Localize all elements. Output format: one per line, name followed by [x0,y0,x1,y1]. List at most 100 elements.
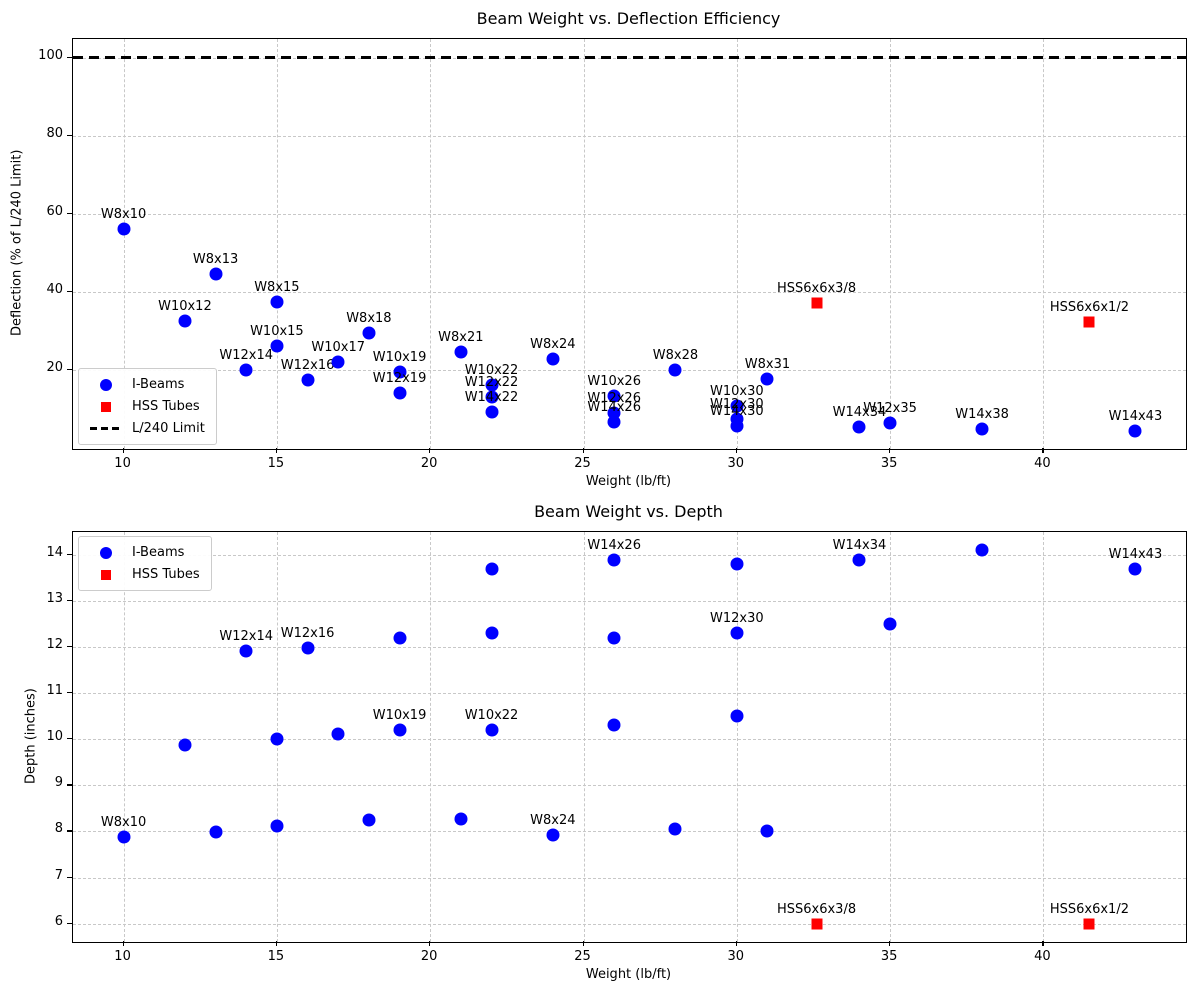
y-tick-label: 12 [46,637,63,653]
data-point-W8x28 [668,822,682,836]
grid-line-x-30 [736,532,738,942]
grid-line-x-30 [736,39,738,449]
grid-line-y-12 [73,647,1186,649]
data-point-HSS6x6x1/2 [1083,316,1095,328]
data-point-W8x13 [209,267,223,281]
data-point-W14x34 [852,420,866,434]
data-point-W8x21 [454,812,468,826]
data-point-W8x24 [546,352,560,366]
x-tick-label: 40 [1034,949,1051,964]
data-point-W10x30 [730,399,744,413]
legend-circle-marker [100,546,112,559]
grid-line-y-60 [73,213,1186,215]
grid-line-x-20 [430,39,432,449]
data-point-W10x17 [331,355,345,369]
data-point-W14x34 [852,553,866,567]
x-tick-mark [275,941,278,946]
y-tick-label: 8 [54,821,63,837]
data-point-W8x10 [117,830,131,843]
data-point-W14x30 [730,419,744,433]
x-tick-mark [735,448,737,453]
data-point-W10x19 [393,365,407,379]
x-tick-mark [735,941,737,946]
grid-line-y-13 [73,601,1186,603]
point-label-W12x22: W12x22 [464,375,519,391]
grid-line-y-14 [73,555,1186,557]
legend-item-HSS Tubes: HSS Tubes [90,399,205,414]
data-point-W8x31 [760,372,774,386]
x-tick-label: 10 [114,949,131,964]
grid-line-x-25 [583,39,585,449]
data-point-W12x26 [607,631,621,645]
data-point-W12x16 [301,373,315,387]
point-label-W12x35: W12x35 [863,400,917,416]
point-label-W8x10: W8x10 [100,207,147,223]
y-tick-label: 9 [54,775,63,791]
point-label-W12x19: W12x19 [372,371,427,387]
x-tick-label: 20 [420,949,438,964]
point-label-W12x16: W12x16 [280,625,335,641]
x-tick-mark [889,448,891,453]
grid-line-y-6 [73,923,1186,925]
y-tick-label: 13 [46,591,63,607]
point-label-W14x43: W14x43 [1108,546,1163,562]
point-label-W14x34: W14x34 [832,537,887,553]
data-point-W10x15 [270,732,284,746]
legend: I-Beams HSS Tubes L/240 Limit [78,368,217,445]
data-point-W10x17 [331,727,345,741]
data-point-W10x12 [178,738,192,752]
data-point-W12x14 [239,644,253,658]
data-point-W8x24 [546,828,560,842]
point-label-W8x24: W8x24 [530,812,576,828]
x-tick-label: 25 [574,456,591,471]
plot-area-deflection: W8x10 W10x12 W8x13 W12x14 W8x15 W10x15 W12x16 W… [72,38,1187,450]
point-label-W14x22: W14x22 [464,389,519,405]
data-point-HSS6x6x1/2 [1083,918,1095,930]
y-tick-mark [67,876,72,878]
point-label-HSS6x6x3/8: HSS6x6x3/8 [776,280,857,296]
chart-title: Beam Weight vs. Depth [534,502,723,521]
grid-line-x-35 [890,39,892,449]
point-label-W14x38: W14x38 [955,407,1009,423]
point-label-HSS6x6x3/8: HSS6x6x3/8 [776,901,857,917]
point-label-W10x22: W10x22 [464,363,519,379]
x-tick-mark [429,941,431,946]
grid-line-x-40 [1043,39,1045,449]
point-label-W8x24: W8x24 [530,336,576,352]
point-label-W12x14: W12x14 [219,347,274,363]
point-label-HSS6x6x1/2: HSS6x6x1/2 [1049,299,1129,315]
x-tick-mark [582,941,584,946]
legend-label: I-Beams [132,545,185,560]
point-label-HSS6x6x1/2: HSS6x6x1/2 [1049,901,1129,917]
x-tick-mark [889,941,891,946]
limit-line [73,56,1186,60]
point-label-W14x30: W14x30 [709,403,764,419]
x-tick-mark [429,448,431,453]
point-label-W10x17: W10x17 [311,340,366,355]
data-point-W10x12 [178,314,192,328]
y-tick-mark [67,784,72,786]
y-tick-label: 40 [46,281,63,297]
legend-label: I-Beams [132,377,185,392]
point-label-W14x43: W14x43 [1108,409,1163,425]
grid-line-y-20 [73,369,1186,371]
x-tick-label: 40 [1034,456,1051,471]
legend-circle-marker [100,378,112,391]
y-tick-label: 20 [46,359,63,375]
data-point-W10x26 [607,718,621,732]
y-tick-label: 11 [46,683,63,699]
x-tick-mark [582,448,584,453]
grid-line-x-15 [276,39,278,449]
data-point-W14x22 [485,405,499,419]
data-point-W14x30 [730,557,744,571]
y-tick-mark [67,290,72,292]
x-tick-label: 35 [880,949,898,964]
legend-label: HSS Tubes [132,399,200,414]
data-point-W14x43 [1128,562,1142,576]
data-point-W10x19 [393,723,407,737]
data-point-W12x35 [883,617,897,631]
data-point-W10x22 [485,378,499,392]
point-label-W12x30: W12x30 [709,396,764,412]
y-tick-mark [67,830,72,832]
grid-line-x-40 [1043,532,1045,942]
